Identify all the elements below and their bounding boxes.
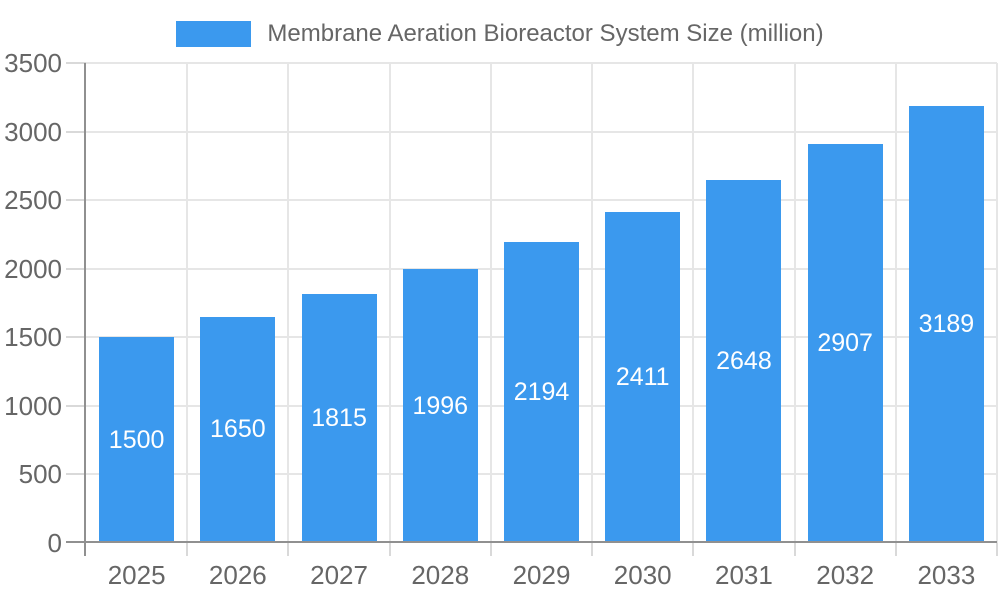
bar[interactable]: 1650 (200, 316, 276, 543)
x-axis-tick (996, 543, 998, 556)
legend-label[interactable]: Membrane Aeration Bioreactor System Size… (267, 20, 824, 47)
bar[interactable]: 2907 (807, 144, 883, 543)
x-axis-tick (186, 543, 189, 556)
bar-value-label: 3189 (918, 309, 975, 338)
y-tick-label: 2000 (4, 253, 62, 284)
y-axis-tick (66, 404, 86, 407)
bar-value-label: 1996 (412, 391, 469, 420)
bar-value-label: 2194 (513, 378, 570, 407)
x-gridline (996, 63, 998, 543)
y-tick-label: 1000 (4, 390, 62, 421)
bar-value-label: 1650 (210, 415, 266, 444)
x-axis-tick (793, 543, 796, 556)
y-axis-tick (66, 336, 86, 339)
bar-value-label: 2907 (817, 329, 873, 358)
x-gridline (591, 63, 594, 543)
y-gridline (86, 62, 997, 64)
x-gridline (287, 63, 290, 543)
x-tick-label: 2025 (107, 560, 166, 590)
x-axis-tick (388, 543, 391, 556)
y-gridline (86, 130, 997, 133)
bar-value-label: 1815 (311, 404, 367, 433)
y-axis-tick (66, 130, 86, 133)
bar[interactable]: 1815 (301, 294, 377, 543)
x-tick-label: 2031 (715, 560, 773, 590)
y-tick-label: 3000 (4, 116, 62, 147)
x-axis-tick (287, 543, 290, 556)
y-tick-label: 2500 (4, 185, 62, 216)
x-tick-label: 2027 (310, 560, 368, 590)
bar[interactable]: 2411 (605, 212, 681, 543)
y-axis-line (84, 63, 86, 556)
y-axis-tick (66, 473, 86, 476)
x-gridline (692, 63, 695, 543)
y-axis-tick (66, 267, 86, 270)
x-tick-label: 2033 (917, 560, 976, 590)
x-axis-tick (894, 543, 897, 556)
x-tick-label: 2028 (411, 560, 470, 590)
y-axis-tick (66, 62, 86, 64)
bar-value-label: 2411 (615, 363, 670, 392)
bar-value-label: 1500 (108, 425, 165, 454)
x-tick-label: 2030 (613, 560, 672, 590)
bar[interactable]: 3189 (908, 105, 984, 543)
bar[interactable]: 2194 (504, 242, 579, 543)
y-tick-label: 3500 (4, 48, 62, 78)
x-gridline (388, 63, 391, 543)
x-gridline (894, 63, 897, 543)
y-gridline (86, 199, 997, 202)
y-tick-label: 0 (47, 528, 62, 558)
y-tick-label: 500 (18, 459, 62, 490)
bar-value-label: 2648 (716, 346, 772, 375)
bar[interactable]: 2648 (706, 179, 782, 543)
bar[interactable]: 1500 (99, 337, 175, 543)
y-axis-tick (66, 199, 86, 202)
x-gridline (793, 63, 796, 543)
x-axis-tick (591, 543, 594, 556)
y-tick-label: 1500 (4, 322, 62, 353)
x-tick-label: 2029 (512, 560, 571, 590)
x-axis-tick (489, 543, 492, 556)
bar[interactable]: 1996 (402, 269, 478, 543)
x-tick-label: 2032 (816, 560, 875, 590)
x-tick-label: 2026 (208, 560, 267, 590)
x-axis-line (66, 541, 997, 543)
legend-swatch[interactable] (176, 21, 252, 47)
x-axis-tick (692, 543, 695, 556)
x-gridline (186, 63, 189, 543)
legend[interactable]: Membrane Aeration Bioreactor System Size… (0, 20, 1000, 48)
x-gridline (489, 63, 492, 543)
